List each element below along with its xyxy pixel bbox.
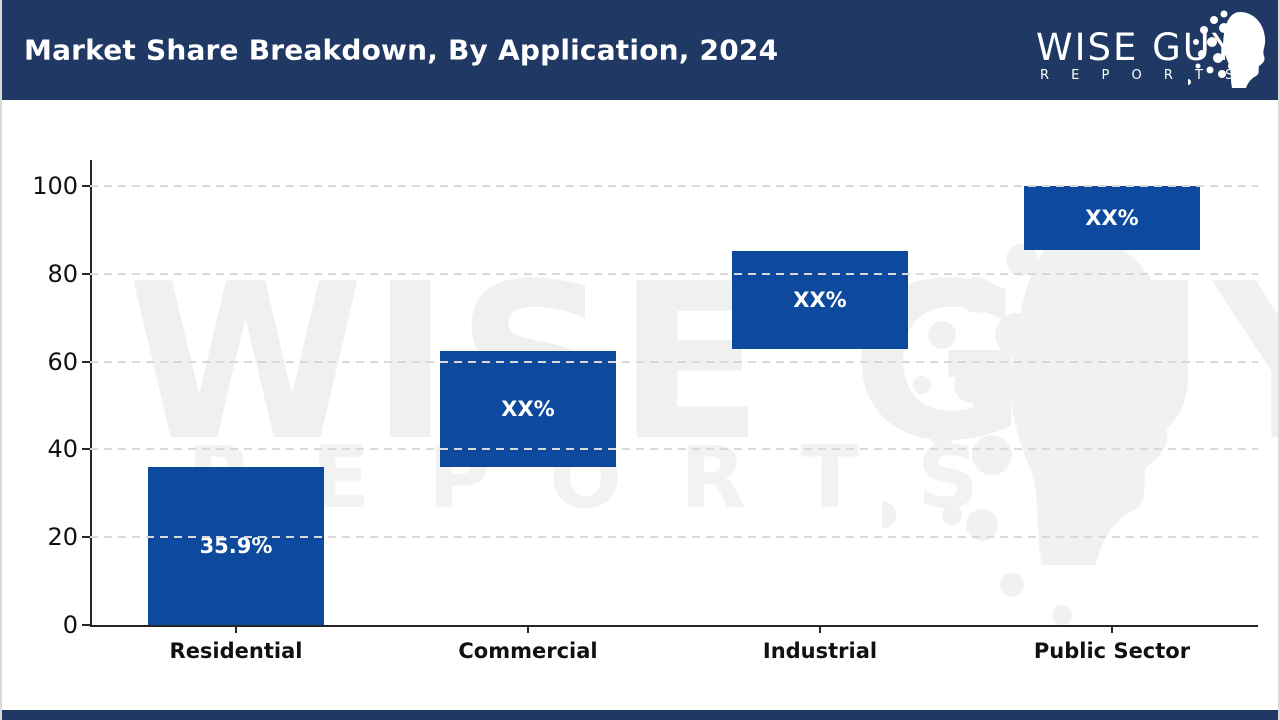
bar-public-sector: XX% [1024,186,1200,251]
bar-value-label: XX% [793,287,847,312]
y-axis-tick-label: 40 [47,435,78,464]
x-axis-label-commercial: Commercial [458,639,598,663]
wise-guy-reports-logo: WISE GUY R E P O R T S [1012,8,1266,94]
x-axis-tick [527,625,529,633]
y-axis-tick-label: 20 [47,523,78,552]
x-axis-tick [819,625,821,633]
x-axis-tick [1111,625,1113,633]
watermark-dotted-head [882,235,1171,625]
gridline-40 [90,448,1258,451]
y-axis-tick [82,624,90,626]
bar-value-label: 35.9% [199,534,273,559]
y-axis-tick-label: 0 [62,611,78,639]
chart-plot-area: 0 20 40 60 80 100 35.9% Residential XX% Commercia… [2,100,1278,710]
bar-residential: 35.9% [148,467,324,625]
y-axis-line [90,160,92,627]
y-axis-tick-label: 80 [47,259,78,288]
y-axis-tick [82,448,90,451]
y-axis-tick-label: 60 [47,347,78,376]
bar-commercial: XX% [440,350,616,468]
page-title: Market Share Breakdown, By Application, … [24,33,779,67]
logo-dotted-head-icon [1188,10,1266,88]
bar-value-label: XX% [1085,206,1139,231]
x-axis-label-public-sector: Public Sector [1033,639,1191,663]
x-axis-line [90,625,1258,627]
gridline-20 [90,536,1258,539]
logo-text-wise-guy: WISE GUY [1036,26,1237,69]
gridline-80 [90,272,1258,275]
gridline-100 [90,185,1258,187]
footer-bar [2,710,1278,720]
x-axis-tick [235,625,237,633]
y-axis-tick-label: 100 [32,172,78,200]
x-axis-label-residential: Residential [169,639,303,663]
y-axis-tick [82,272,90,275]
x-axis-label-industrial: Industrial [762,639,878,663]
logo-text-reports: R E P O R T S [1040,68,1243,83]
y-axis-tick [82,185,90,187]
gridline-60 [90,360,1258,363]
bar-industrial: XX% [732,250,908,349]
bar-value-label: XX% [501,397,555,421]
y-axis-tick [82,536,90,539]
header-bar: Market Share Breakdown, By Application, … [2,0,1278,100]
y-axis-tick [82,360,90,363]
